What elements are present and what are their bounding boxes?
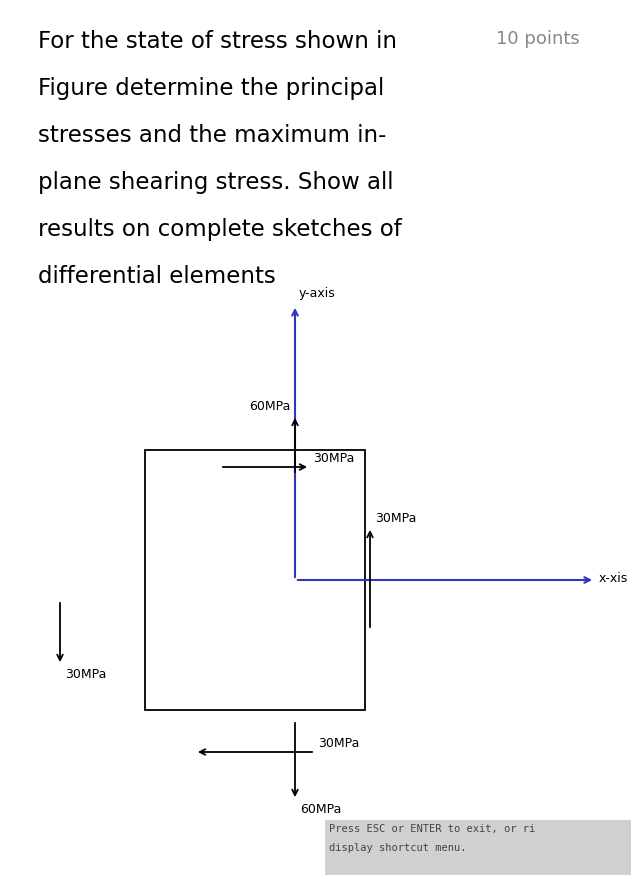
Text: Figure determine the principal: Figure determine the principal	[38, 77, 384, 100]
Text: 30MPa: 30MPa	[313, 452, 355, 465]
Text: 30MPa: 30MPa	[318, 737, 360, 750]
Bar	[325, 820, 631, 875]
Text: 30MPa: 30MPa	[65, 668, 107, 681]
Text: y-axis: y-axis	[299, 287, 336, 300]
Text: 10 points: 10 points	[496, 30, 580, 48]
Text: stresses and the maximum in-: stresses and the maximum in-	[38, 124, 386, 147]
Text: Press ESC or ENTER to exit, or ri: Press ESC or ENTER to exit, or ri	[329, 824, 535, 834]
Text: plane shearing stress. Show all: plane shearing stress. Show all	[38, 171, 394, 194]
Text: display shortcut menu.: display shortcut menu.	[329, 843, 466, 853]
Text: 30MPa: 30MPa	[375, 512, 416, 525]
Text: differential elements: differential elements	[38, 265, 276, 288]
Text: 60MPa: 60MPa	[250, 400, 291, 413]
Bar	[145, 450, 365, 710]
Text: For the state of stress shown in: For the state of stress shown in	[38, 30, 397, 53]
Text: results on complete sketches of: results on complete sketches of	[38, 218, 402, 241]
Text: x-xis: x-xis	[599, 571, 628, 584]
Text: 60MPa: 60MPa	[300, 803, 341, 816]
